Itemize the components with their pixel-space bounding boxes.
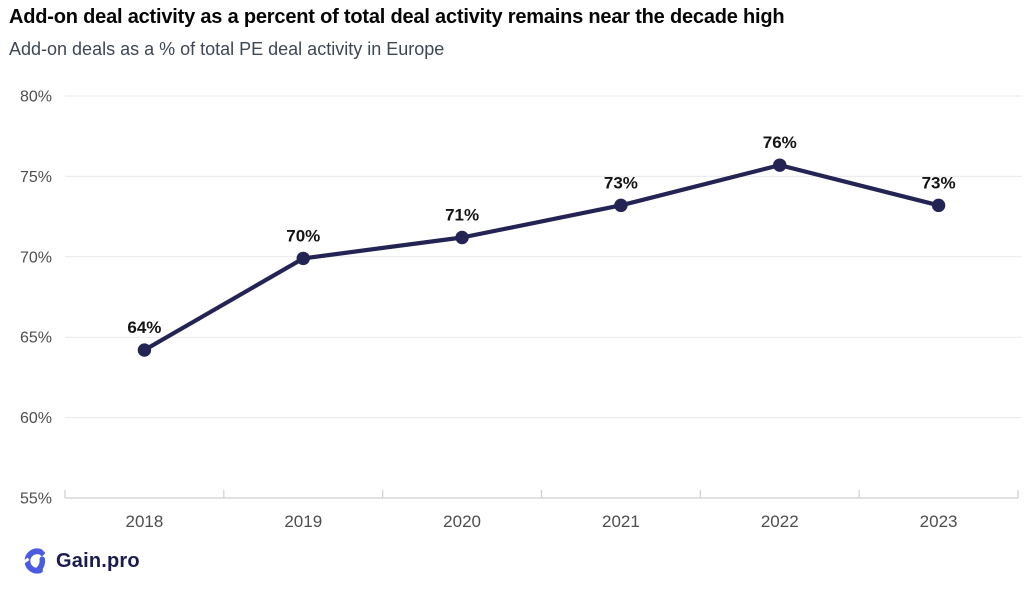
y-axis-tick-label: 65% <box>20 330 52 347</box>
data-point-label: 76% <box>763 133 797 152</box>
x-axis-tick-label: 2021 <box>602 512 640 531</box>
y-axis-tick-label: 75% <box>20 169 52 186</box>
y-axis-tick-label: 70% <box>20 249 52 266</box>
x-axis-tick-label: 2019 <box>284 512 322 531</box>
data-point-label: 64% <box>127 318 161 337</box>
data-point <box>773 158 787 172</box>
x-axis-tick-label: 2020 <box>443 512 481 531</box>
data-point <box>296 251 310 266</box>
data-point <box>137 343 152 357</box>
gainpro-logo-icon <box>18 548 46 574</box>
y-axis-tick-label: 60% <box>20 410 52 427</box>
chart-title: Add-on deal activity as a percent of tot… <box>9 6 785 28</box>
y-axis-tick-label: 80% <box>20 89 52 106</box>
data-line <box>142 163 941 353</box>
y-axis-tick-label: 55% <box>20 491 52 508</box>
data-point <box>614 198 628 213</box>
data-point-label: 70% <box>286 226 320 245</box>
data-point-label: 73% <box>604 173 638 192</box>
data-point <box>455 230 469 245</box>
data-point-label: 71% <box>445 206 479 225</box>
chart-subtitle: Add-on deals as a % of total PE deal act… <box>9 39 445 59</box>
x-axis-tick-label: 2023 <box>920 512 958 531</box>
data-point-label: 73% <box>922 173 956 192</box>
gainpro-logo-text: Gain.pro <box>56 549 140 572</box>
gainpro-logo: Gain.pro <box>18 545 140 577</box>
data-point <box>931 198 946 213</box>
x-axis-tick-label: 2018 <box>126 512 164 531</box>
x-axis-tick-label: 2022 <box>761 512 799 531</box>
